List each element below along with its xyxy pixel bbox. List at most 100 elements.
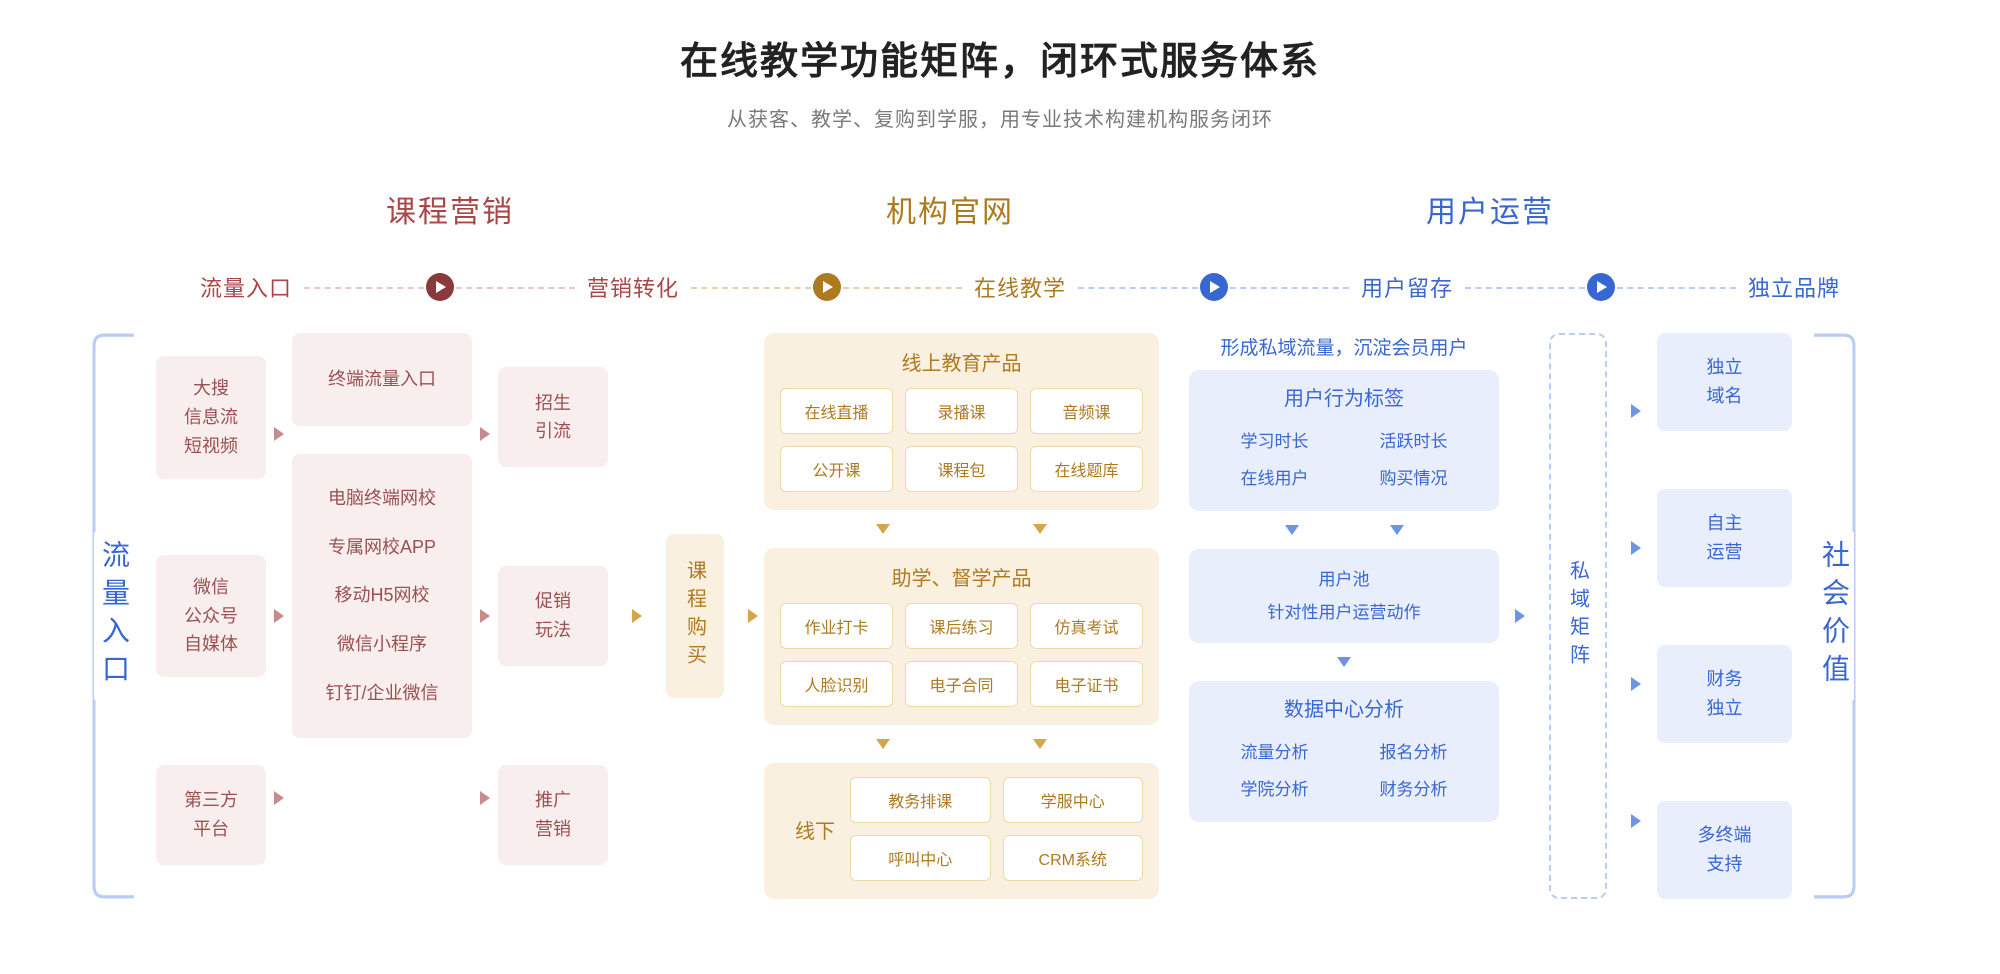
cell-online-users: 在线用户 [1205,458,1344,495]
terminal-pc: 电脑终端网校 [304,474,460,523]
pill-private-matrix: 私域矩阵 [1549,333,1607,899]
chip-homework: 作业打卡 [780,603,893,649]
chip-live: 在线直播 [780,388,893,434]
chip-face: 人脸识别 [780,661,893,707]
chip-service: 学服中心 [1003,777,1144,823]
section-title-operation: 用户运营 [1220,187,1760,231]
terminal-h5: 移动H5网校 [304,571,460,620]
card-multiterm: 多终端 支持 [1657,801,1792,899]
chevron-right-icon [480,609,490,623]
chevron-right-icon [274,609,284,623]
panel-title-online-products: 线上教育产品 [780,347,1143,376]
blue-caption: 形成私域流量，沉淀会员用户 [1189,333,1499,360]
stage-labels-row: 流量入口 营销转化 在线教学 用户留存 独立品牌 [60,271,1940,303]
col-conversion: 招生 引流 促销 玩法 推广 营销 [498,333,608,899]
panel-data-center: 数据中心分析 流量分析 报名分析 学院分析 财务分析 [1189,681,1499,822]
cell-study-time: 学习时长 [1205,421,1344,458]
arrows-pool-to-data [1189,643,1499,681]
arrows-matrix-to-brand [1625,333,1647,899]
chip-cert: 电子证书 [1030,661,1143,707]
page-subtitle: 从获客、教学、复购到学服，用专业技术构建机构服务闭环 [60,103,1940,132]
left-bracket: 流量入口 [90,333,138,899]
chip-record: 录播课 [905,388,1018,434]
chevron-right-icon [748,609,758,623]
col-brand: 独立 域名 自主 运营 财务 独立 多终端 支持 [1657,333,1792,899]
arrows-purchase-to-brown [742,333,764,899]
chevron-right-icon [1631,814,1641,828]
panel-online-products: 线上教育产品 在线直播 录播课 音频课 公开课 课程包 在线题库 [764,333,1159,510]
chevron-right-icon [480,791,490,805]
card-domain: 独立 域名 [1657,333,1792,431]
col-traffic-sources: 大搜 信息流 短视频 微信 公众号 自媒体 第三方 平台 [156,333,266,899]
stage-retention: 用户留存 [1361,271,1453,303]
chip-crm: CRM系统 [1003,835,1144,881]
terminal-mini: 微信小程序 [304,620,460,669]
chevron-right-icon [274,427,284,441]
chevron-down-icon [876,524,890,534]
card-terminal-entry: 终端流量入口 [292,333,472,426]
chevron-down-icon [1390,525,1404,535]
card-finance: 财务 独立 [1657,645,1792,743]
card-enroll: 招生 引流 [498,367,608,467]
chip-audio: 音频课 [1030,388,1143,434]
section-titles-row: 课程营销 机构官网 用户运营 [160,187,1840,231]
card-spread: 推广 营销 [498,765,608,865]
chevron-right-icon [480,427,490,441]
arrows-behavior-to-pool [1189,511,1499,549]
arrows-red-to-purchase [626,333,648,899]
cell-purchase: 购买情况 [1344,458,1483,495]
section-title-marketing: 课程营销 [220,187,680,231]
chips-offline: 教务排课 学服中心 呼叫中心 CRM系统 [850,777,1143,881]
card-terminal-stack: 电脑终端网校 专属网校APP 移动H5网校 微信小程序 钉钉/企业微信 [292,454,472,738]
play-icon [1200,273,1228,301]
arrows-assist-to-offline [764,725,1159,763]
chip-qbank: 在线题库 [1030,446,1143,492]
panel-title-data: 数据中心分析 [1205,693,1483,722]
chip-open: 公开课 [780,446,893,492]
cell-finance-analysis: 财务分析 [1344,769,1483,806]
panel-user-pool: 用户池 针对性用户运营动作 [1189,549,1499,643]
chip-bundle: 课程包 [905,446,1018,492]
zone-operation: 形成私域流量，沉淀会员用户 用户行为标签 学习时长 活跃时长 在线用户 购买情况… [1179,333,1509,899]
chevron-down-icon [1033,739,1047,749]
chevron-right-icon [1631,404,1641,418]
chevron-right-icon [1631,677,1641,691]
stage-convert: 营销转化 [587,271,679,303]
zone-website: 线上教育产品 在线直播 录播课 音频课 公开课 课程包 在线题库 助学、督学产品… [764,333,1159,899]
chevron-down-icon [876,739,890,749]
cell-signup-analysis: 报名分析 [1344,732,1483,769]
chips-online-products: 在线直播 录播课 音频课 公开课 课程包 在线题库 [780,388,1143,492]
arrows-entry-to-terminal [266,333,292,899]
chip-schedule: 教务排课 [850,777,991,823]
panel-offline: 线下 教务排课 学服中心 呼叫中心 CRM系统 [764,763,1159,899]
arrows-products-to-assist [764,510,1159,548]
right-bracket-label: 社会价值 [1814,532,1854,700]
chevron-right-icon [1631,541,1641,555]
card-search-feed-video: 大搜 信息流 短视频 [156,356,266,478]
panel-title-behavior: 用户行为标签 [1205,382,1483,411]
play-icon [813,273,841,301]
terminal-ding: 钉钉/企业微信 [304,669,460,718]
cell-active-time: 活跃时长 [1344,421,1483,458]
panel-behavior-tags: 用户行为标签 学习时长 活跃时长 在线用户 购买情况 [1189,370,1499,511]
terminal-app: 专属网校APP [304,523,460,572]
chip-contract: 电子合同 [905,661,1018,707]
arrows-ops-to-matrix [1509,333,1531,899]
chevron-down-icon [1033,524,1047,534]
right-bracket: 社会价值 [1810,333,1858,899]
diagram-body: 流量入口 大搜 信息流 短视频 微信 公众号 自媒体 第三方 平台 终端流量入口… [60,333,1940,899]
stage-connector-2 [691,286,962,288]
panel-title-offline: 线下 [780,815,850,844]
stage-traffic-entry: 流量入口 [200,271,292,303]
stage-connector-4 [1465,286,1736,288]
page-title: 在线教学功能矩阵，闭环式服务体系 [60,30,1940,85]
chip-exercise: 课后练习 [905,603,1018,649]
card-wechat-media: 微信 公众号 自媒体 [156,555,266,677]
stage-teaching: 在线教学 [974,271,1066,303]
col-terminals: 终端流量入口 电脑终端网校 专属网校APP 移动H5网校 微信小程序 钉钉/企业… [292,333,472,899]
play-icon [1587,273,1615,301]
diagram-root: 在线教学功能矩阵，闭环式服务体系 从获客、教学、复购到学服，用专业技术构建机构服… [0,0,2000,959]
cell-college-analysis: 学院分析 [1205,769,1344,806]
arrows-terminal-to-convert [472,333,498,899]
play-icon [426,273,454,301]
